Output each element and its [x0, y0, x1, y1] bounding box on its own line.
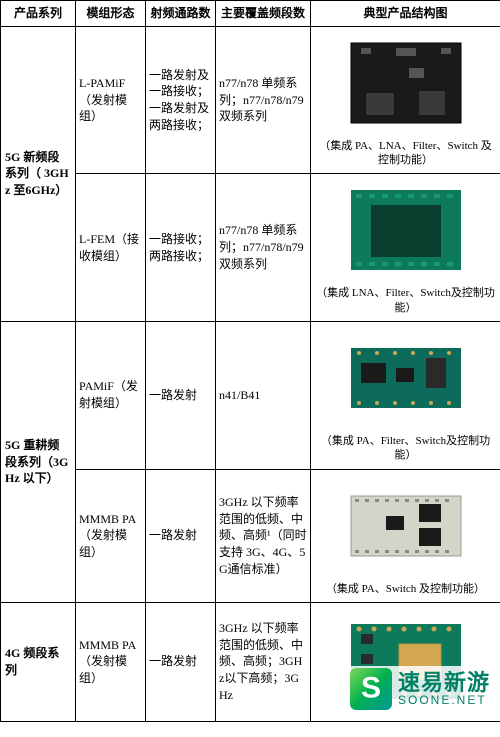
logo-s-icon: [350, 668, 392, 710]
channels-cell: 一路接收；两路接收；: [146, 174, 216, 322]
channels-cell: 一路发射: [146, 469, 216, 602]
channels-cell: 一路发射: [146, 602, 216, 721]
table-row: 5G 重耕频段系列（3GHz 以下）PAMiF（发射模组）一路发射n41/B41…: [1, 321, 500, 469]
image-cell: （集成 PA、Filter、Switch及控制功能）: [311, 321, 500, 469]
chip-caption: （集成 PA、Switch 及控制功能）: [315, 582, 496, 596]
header-channels: 射频通路数: [146, 1, 216, 27]
logo-en-text: SOONE.NET: [398, 694, 490, 706]
chip-caption: （集成 PA、Filter、Switch及控制功能）: [315, 434, 496, 463]
series-cell: 5G 新频段系列（ 3GHz 至6GHz）: [1, 26, 76, 321]
series-cell: 5G 重耕频段系列（3GHz 以下）: [1, 321, 76, 602]
chip-caption: （集成 PA、LNA、Filter、Switch 及控制功能）: [315, 139, 496, 168]
form-cell: PAMiF（发射模组）: [76, 321, 146, 469]
channels-cell: 一路发射及一路接收；一路发射及两路接收；: [146, 26, 216, 174]
header-form: 模组形态: [76, 1, 146, 27]
bands-cell: 3GHz 以下频率范围的低频、中频、高频；3GHz以下高频；3GHz: [216, 602, 311, 721]
series-cell: 4G 频段系列: [1, 602, 76, 721]
bands-cell: n77/n78 单频系列；n77/n78/n79双频系列: [216, 174, 311, 322]
header-series: 产品系列: [1, 1, 76, 27]
bands-cell: 3GHz 以下频率范围的低频、中频、高频¹（同时支持 3G、4G、5G通信标准）: [216, 469, 311, 602]
watermark-logo: 速易新游 SOONE.NET: [346, 666, 494, 712]
chip-image: [341, 180, 471, 280]
form-cell: L-PAMiF（发射模组）: [76, 26, 146, 174]
image-cell: （集成 PA、LNA、Filter、Switch 及控制功能）: [311, 26, 500, 174]
table-row: L-FEM（接收模组）一路接收；两路接收；n77/n78 单频系列；n77/n7…: [1, 174, 500, 322]
form-cell: MMMB PA（发射模组）: [76, 602, 146, 721]
table-row: 5G 新频段系列（ 3GHz 至6GHz）L-PAMiF（发射模组）一路发射及一…: [1, 26, 500, 174]
channels-cell: 一路发射: [146, 321, 216, 469]
chip-image: [341, 476, 471, 576]
image-cell: （集成 PA、Switch 及控制功能）: [311, 469, 500, 602]
chip-image: [341, 328, 471, 428]
bands-cell: n77/n78 单频系列；n77/n78/n79双频系列: [216, 26, 311, 174]
header-bands: 主要覆盖频段数: [216, 1, 311, 27]
header-image: 典型产品结构图: [311, 1, 500, 27]
product-table: 产品系列 模组形态 射频通路数 主要覆盖频段数 典型产品结构图 5G 新频段系列…: [0, 0, 500, 722]
header-row: 产品系列 模组形态 射频通路数 主要覆盖频段数 典型产品结构图: [1, 1, 500, 27]
logo-cn-text: 速易新游: [398, 672, 490, 694]
form-cell: L-FEM（接收模组）: [76, 174, 146, 322]
image-cell: （集成 LNA、Filter、Switch及控制功能）: [311, 174, 500, 322]
chip-image: [341, 33, 471, 133]
bands-cell: n41/B41: [216, 321, 311, 469]
chip-caption: （集成 LNA、Filter、Switch及控制功能）: [315, 286, 496, 315]
table-row: MMMB PA（发射模组）一路发射3GHz 以下频率范围的低频、中频、高频¹（同…: [1, 469, 500, 602]
form-cell: MMMB PA（发射模组）: [76, 469, 146, 602]
